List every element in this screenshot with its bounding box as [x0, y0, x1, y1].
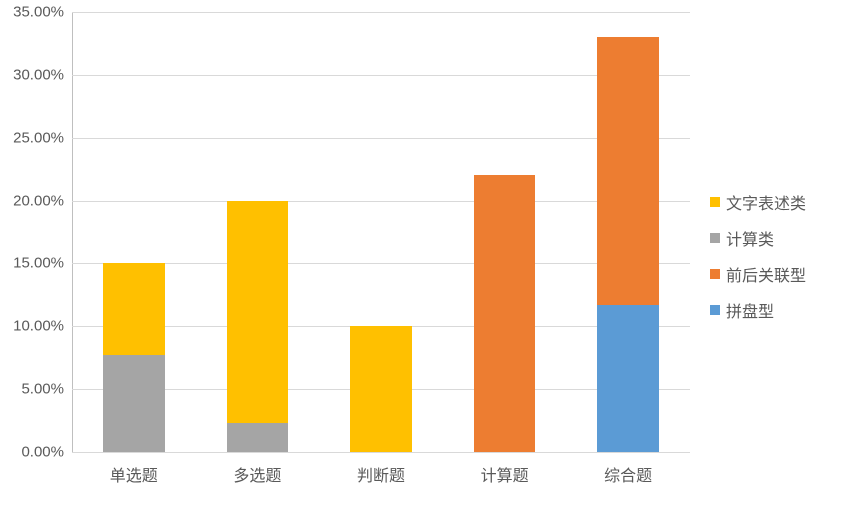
x-tick-label: 计算题: [481, 452, 529, 486]
legend-swatch: [710, 269, 720, 279]
legend-swatch: [710, 233, 720, 243]
legend-swatch: [710, 197, 720, 207]
legend-item-qianhou: 前后关联型: [710, 262, 806, 286]
y-tick-label: 30.00%: [13, 66, 72, 83]
chart-container: 0.00% 5.00% 10.00% 15.00% 20.00% 25.00% 30.00%…: [0, 0, 848, 506]
legend-item-pinpan: 拼盘型: [710, 298, 806, 322]
legend-label: 文字表述类: [726, 190, 806, 214]
legend-label: 计算类: [726, 226, 774, 250]
bar-segment-qianhou: [597, 37, 659, 305]
legend-item-jisuan: 计算类: [710, 226, 806, 250]
legend-item-wenzi: 文字表述类: [710, 190, 806, 214]
x-tick-label: 单选题: [110, 452, 158, 486]
y-tick-label: 15.00%: [13, 255, 72, 272]
bar-group: [474, 175, 536, 452]
x-tick-label: 综合题: [604, 452, 652, 486]
bar-segment-jisuan: [227, 423, 289, 452]
bar-segment-jisuan: [103, 355, 165, 452]
bar-group: [103, 263, 165, 452]
bar-segment-wenzi: [350, 326, 412, 452]
bar-group: [227, 201, 289, 452]
y-tick-label: 5.00%: [21, 381, 72, 398]
y-tick-label: 25.00%: [13, 129, 72, 146]
legend-swatch: [710, 305, 720, 315]
bar-group: [350, 326, 412, 452]
gridline: [72, 12, 690, 13]
plot-area: 0.00%5.00%10.00%15.00%20.00%25.00%30.00%…: [72, 12, 690, 452]
y-tick-label: 0.00%: [21, 444, 72, 461]
x-tick-label: 判断题: [357, 452, 405, 486]
bar-segment-pinpan: [597, 305, 659, 452]
x-tick-label: 多选题: [233, 452, 281, 486]
y-tick-label: 10.00%: [13, 318, 72, 335]
bar-segment-qianhou: [474, 175, 536, 452]
legend-label: 拼盘型: [726, 298, 774, 322]
legend: 文字表述类计算类前后关联型拼盘型: [710, 190, 806, 334]
y-axis-line: [72, 12, 73, 452]
bar-segment-wenzi: [103, 263, 165, 355]
y-tick-label: 20.00%: [13, 192, 72, 209]
y-tick-label: 35.00%: [13, 4, 72, 21]
legend-label: 前后关联型: [726, 262, 806, 286]
bar-segment-wenzi: [227, 201, 289, 424]
bar-group: [597, 37, 659, 452]
